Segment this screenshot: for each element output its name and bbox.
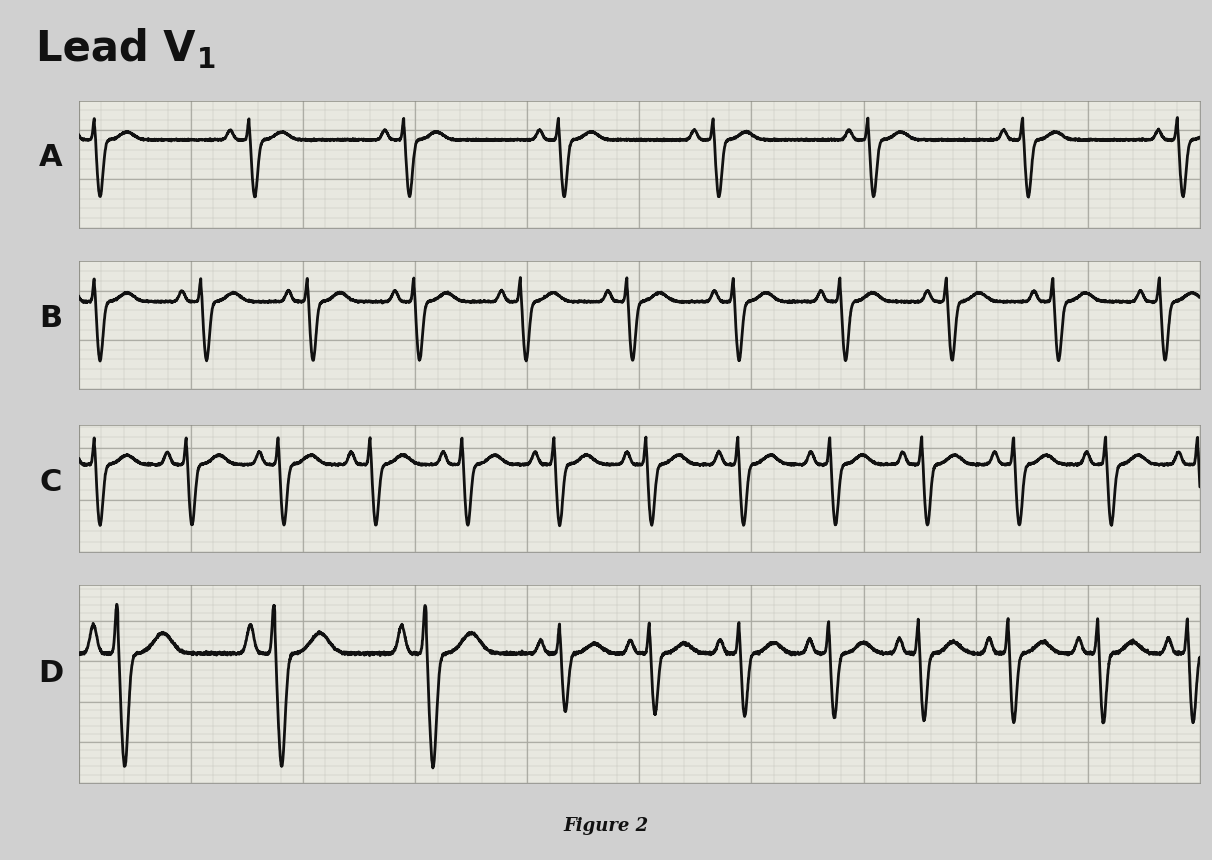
- Text: A: A: [39, 144, 63, 172]
- Text: 1: 1: [196, 46, 216, 74]
- Text: D: D: [39, 660, 64, 688]
- Text: Lead V: Lead V: [36, 28, 196, 70]
- Text: B: B: [40, 304, 63, 333]
- Text: Figure 2: Figure 2: [564, 817, 648, 834]
- Text: C: C: [40, 468, 62, 496]
